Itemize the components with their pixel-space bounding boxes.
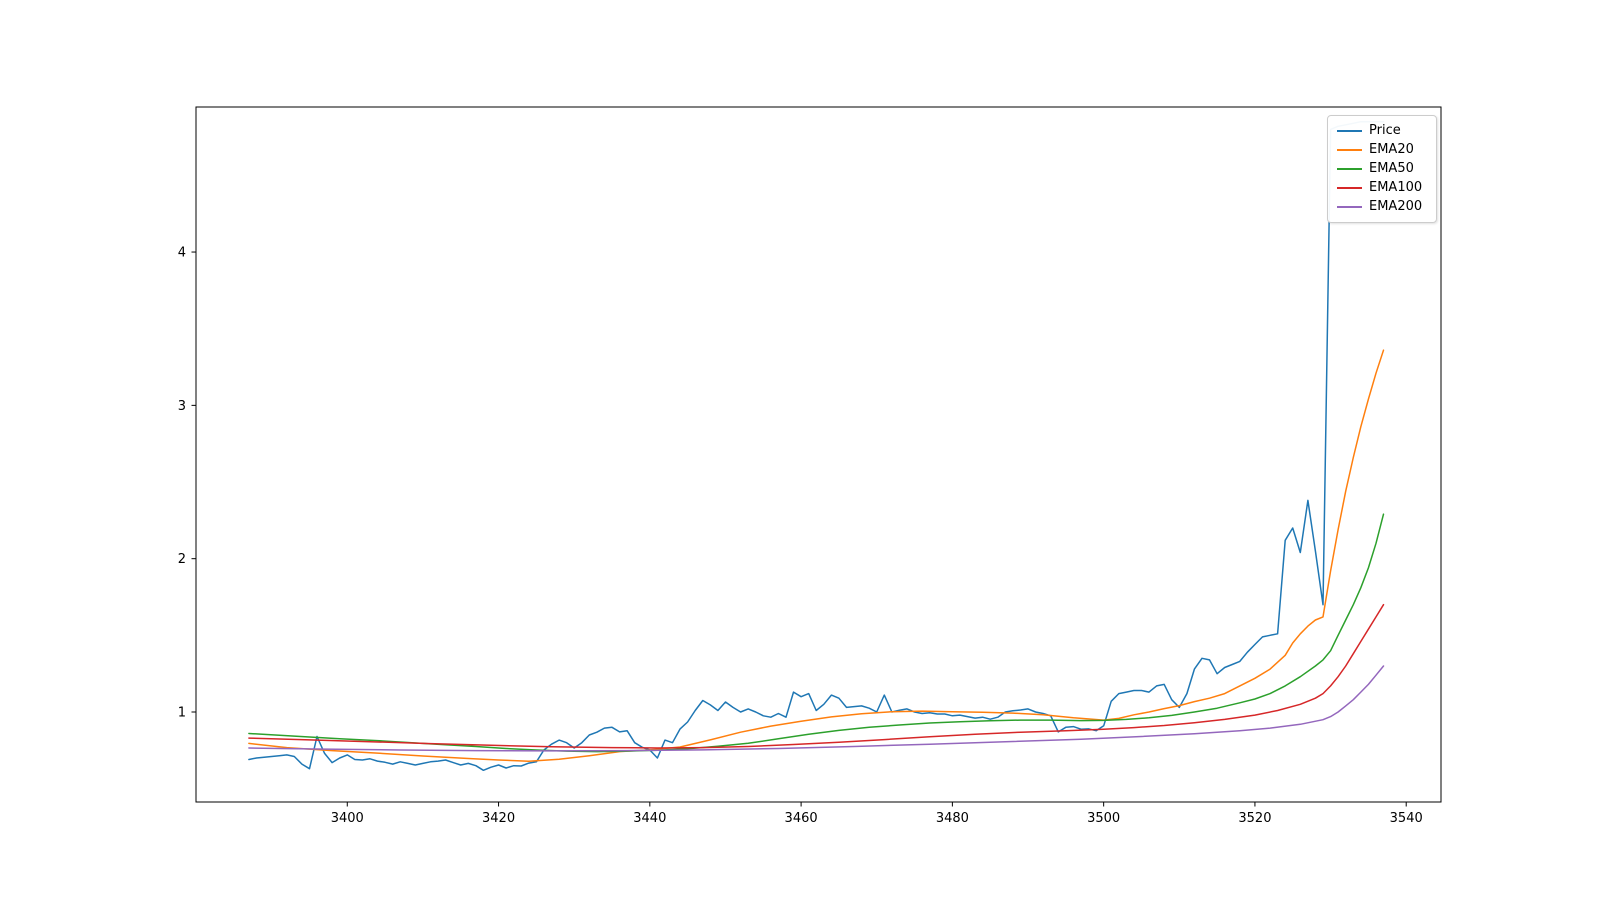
- x-tick-label: 3420: [482, 811, 515, 826]
- series-line-price: [248, 120, 1385, 772]
- x-tick-label: 3520: [1238, 811, 1271, 826]
- legend-item-price: Price: [1328, 121, 1436, 140]
- price-line-swatch: [1337, 129, 1362, 132]
- ema20-line-swatch: [1337, 148, 1362, 151]
- legend-label-ema50: EMA50: [1369, 161, 1414, 176]
- y-tick-label: 4: [178, 246, 186, 261]
- legend-label-ema200: EMA200: [1369, 199, 1423, 214]
- x-tick-label: 3480: [936, 811, 969, 826]
- legend-label-ema20: EMA20: [1369, 142, 1414, 157]
- x-tick-label: 3540: [1390, 811, 1423, 826]
- legend: Price EMA20 EMA50 EMA100 EMA200: [1327, 115, 1437, 223]
- legend-item-ema50: EMA50: [1328, 159, 1436, 178]
- legend-item-ema20: EMA20: [1328, 140, 1436, 159]
- y-tick-label: 2: [178, 552, 186, 567]
- x-tick-label: 3400: [331, 811, 364, 826]
- series-line-ema200: [248, 665, 1385, 752]
- axes-spines: [195, 106, 1442, 803]
- x-tick-label: 3440: [633, 811, 666, 826]
- series-line-ema50: [248, 513, 1385, 753]
- series-line-ema20: [248, 349, 1385, 762]
- y-tick-label: 3: [178, 399, 186, 414]
- x-tick-label: 3500: [1087, 811, 1120, 826]
- x-tick-label: 3460: [785, 811, 818, 826]
- ema200-line-swatch: [1337, 205, 1362, 208]
- ema100-line-swatch: [1337, 186, 1362, 189]
- ema50-line-swatch: [1337, 167, 1362, 170]
- legend-item-ema100: EMA100: [1328, 178, 1436, 197]
- legend-label-price: Price: [1369, 123, 1401, 138]
- series-line-ema100: [248, 603, 1385, 749]
- legend-label-ema100: EMA100: [1369, 180, 1423, 195]
- y-tick-label: 1: [178, 706, 186, 721]
- legend-item-ema200: EMA200: [1328, 197, 1436, 216]
